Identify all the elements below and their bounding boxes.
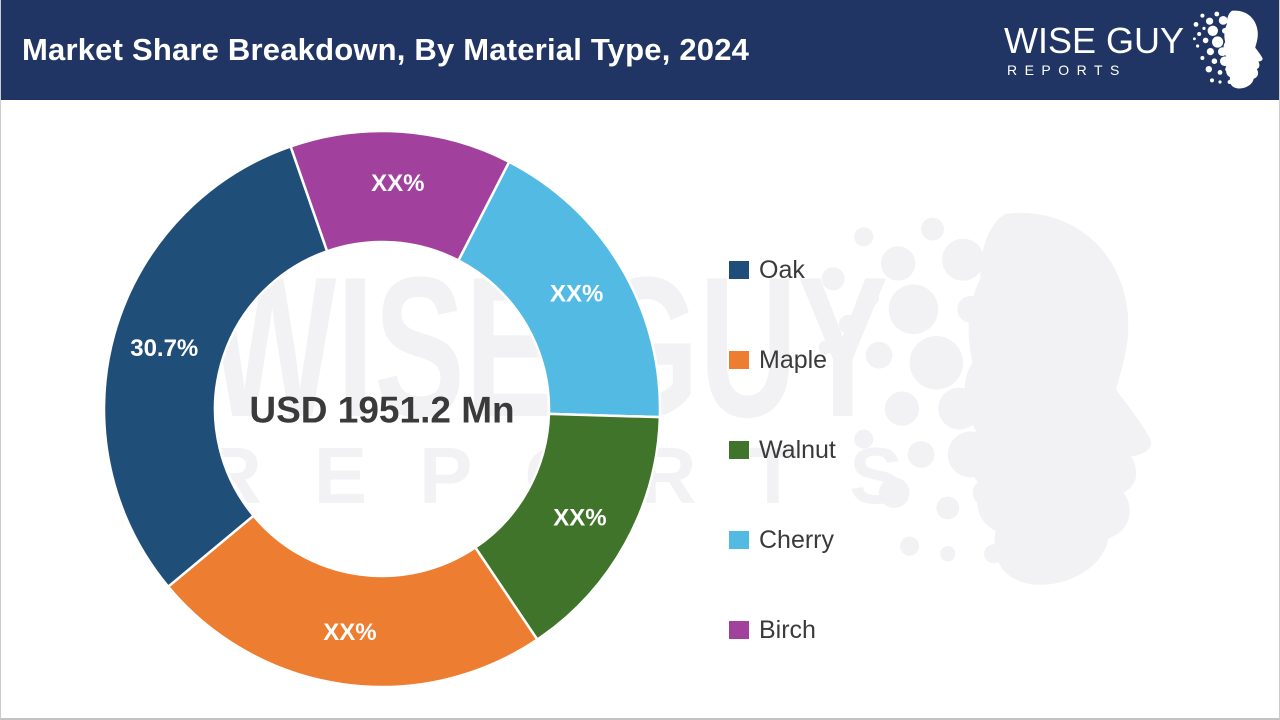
wiseguy-logo: WISE GUY REPORTS bbox=[1004, 6, 1268, 94]
donut-slice-cherry bbox=[457, 160, 662, 419]
chart-legend: Oak Maple Walnut Cherry Birch bbox=[729, 255, 836, 705]
legend-swatch-birch bbox=[729, 621, 749, 639]
legend-swatch-oak bbox=[729, 261, 749, 279]
slice-label-birch: XX% bbox=[371, 170, 424, 197]
wiseguy-face-icon bbox=[1188, 8, 1268, 92]
donut-slice-oak bbox=[102, 145, 329, 588]
logo-wordmark: WISE GUY bbox=[1003, 20, 1184, 62]
slice-label-maple: XX% bbox=[323, 619, 376, 646]
slice-label-oak: 30.7% bbox=[130, 335, 198, 362]
header-bar: Market Share Breakdown, By Material Type… bbox=[0, 0, 1280, 100]
page-title: Market Share Breakdown, By Material Type… bbox=[22, 32, 750, 67]
legend-item-oak: Oak bbox=[729, 255, 836, 285]
legend-swatch-cherry bbox=[729, 531, 749, 549]
donut-slice-maple bbox=[166, 514, 539, 689]
legend-swatch-walnut bbox=[729, 441, 749, 459]
legend-item-birch: Birch bbox=[729, 615, 836, 645]
legend-label-birch: Birch bbox=[759, 615, 816, 644]
legend-item-maple: Maple bbox=[729, 345, 836, 375]
donut-chart: USD 1951.2 Mn 30.7% XX% XX% XX% XX% bbox=[102, 129, 662, 689]
donut-chart-area: USD 1951.2 Mn 30.7% XX% XX% XX% XX% bbox=[102, 129, 662, 689]
legend-item-cherry: Cherry bbox=[729, 525, 836, 555]
legend-label-maple: Maple bbox=[759, 345, 828, 374]
donut-slice-walnut bbox=[474, 412, 662, 641]
legend-label-walnut: Walnut bbox=[759, 435, 836, 464]
legend-label-cherry: Cherry bbox=[759, 525, 835, 554]
logo-subtext: REPORTS bbox=[1006, 61, 1127, 78]
legend-item-walnut: Walnut bbox=[729, 435, 836, 465]
watermark-face-icon bbox=[795, 202, 1177, 600]
donut-center-label: USD 1951.2 Mn bbox=[249, 390, 514, 431]
legend-swatch-maple bbox=[729, 351, 749, 369]
legend-label-oak: Oak bbox=[759, 255, 805, 284]
slice-label-cherry: XX% bbox=[550, 281, 603, 308]
slice-label-walnut: XX% bbox=[553, 505, 606, 532]
